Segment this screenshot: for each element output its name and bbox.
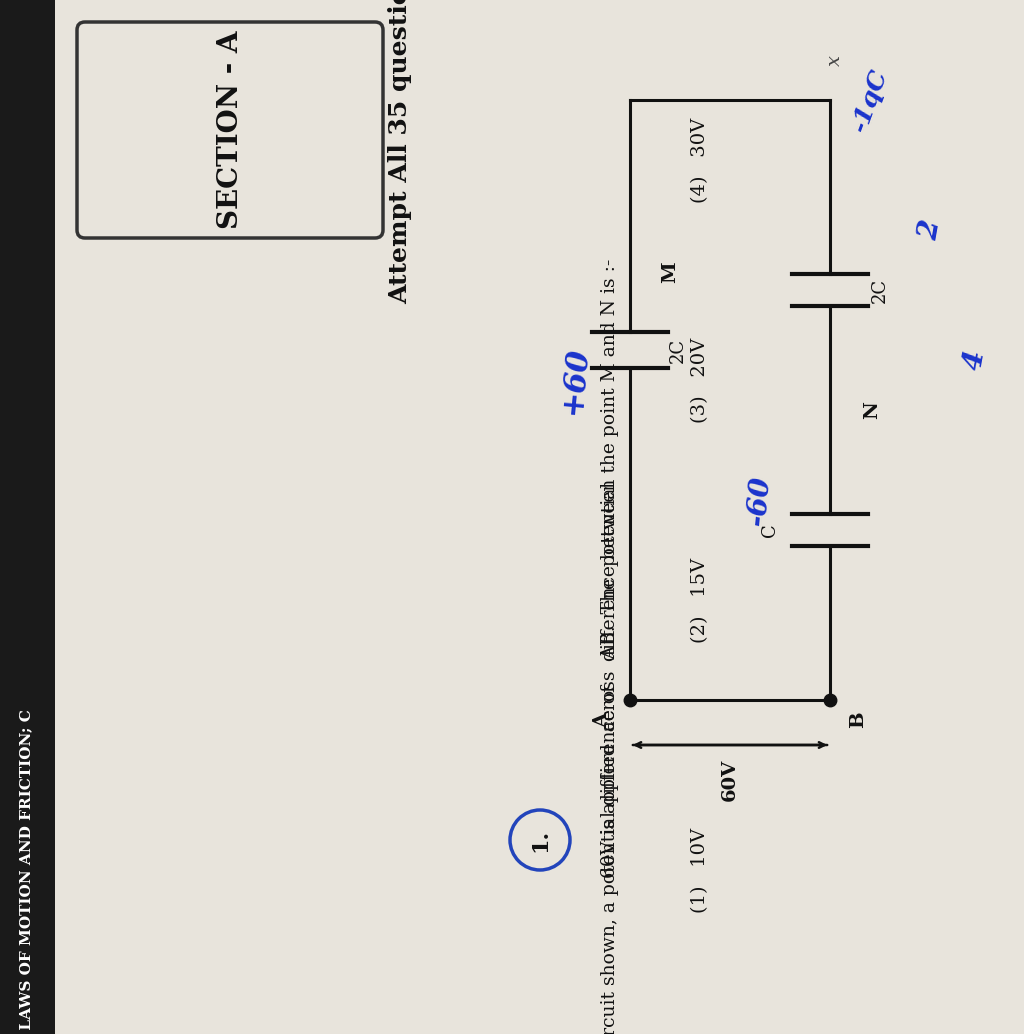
Text: +60: +60 [557, 344, 593, 416]
Text: (4)   30V: (4) 30V [691, 118, 709, 203]
Bar [0, 0, 55, 1034]
Text: C: C [761, 523, 779, 537]
Text: 60V is applied  across  AB.  The  potential: 60V is applied across AB. The potential [601, 482, 618, 878]
Text: Topic : LAWS OF MOTION AND FRICTION; C: Topic : LAWS OF MOTION AND FRICTION; C [20, 709, 34, 1034]
Text: -1qC: -1qC [848, 65, 892, 134]
Text: (2)   15V: (2) 15V [691, 557, 709, 642]
Text: 1.: 1. [529, 828, 551, 852]
Text: (1)   10V: (1) 10V [691, 827, 709, 913]
Text: difference between the point M and N is :-: difference between the point M and N is … [601, 258, 618, 661]
Text: 2: 2 [915, 218, 945, 242]
Text: B: B [849, 711, 867, 728]
Text: 60V: 60V [721, 759, 739, 801]
FancyBboxPatch shape [55, 0, 1024, 1034]
Text: A: A [593, 712, 611, 728]
Text: N: N [863, 401, 881, 419]
Text: In the circuit shown, a potential difference of: In the circuit shown, a potential differ… [601, 686, 618, 1034]
Text: Attempt All 35 questions: Attempt All 35 questions [388, 0, 412, 304]
Text: 2C: 2C [669, 337, 687, 363]
Text: 2C: 2C [871, 277, 889, 303]
Text: M: M [662, 262, 679, 283]
FancyBboxPatch shape [77, 22, 383, 238]
Text: x: x [826, 55, 844, 65]
Text: -60: -60 [744, 474, 775, 526]
Text: SECTION - A: SECTION - A [216, 31, 244, 230]
Circle shape [510, 810, 570, 870]
Text: (3)   20V: (3) 20V [691, 337, 709, 423]
Text: 4: 4 [961, 348, 990, 372]
